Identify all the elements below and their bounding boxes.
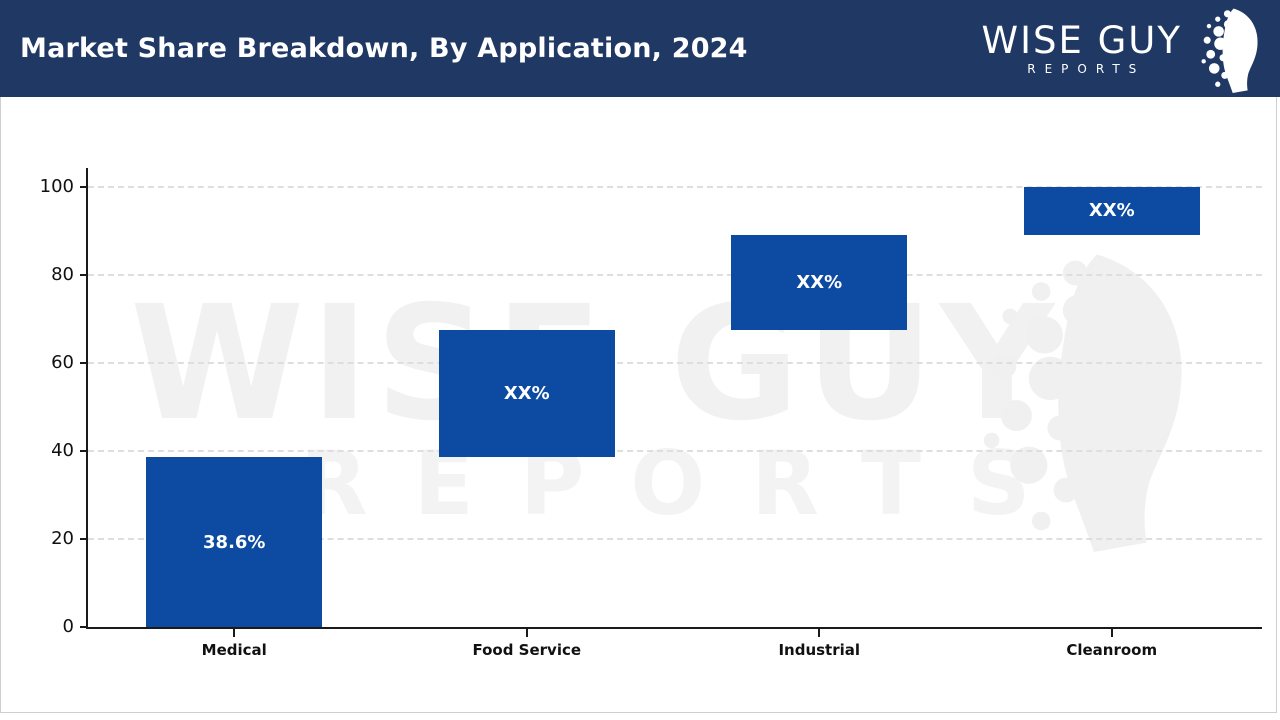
x-tick-mark-cleanroom <box>1110 629 1113 637</box>
bar-value-label: XX% <box>796 271 843 293</box>
watermark-head-icon <box>983 254 1182 552</box>
y-tick-label-0: 0 <box>62 616 74 637</box>
gridline-40 <box>88 450 1262 452</box>
y-tick-mark-60 <box>80 362 88 364</box>
watermark-reports-text: REPORTS <box>300 432 1077 535</box>
bar-medical: 38.6% <box>146 457 323 627</box>
x-tick-mark-industrial <box>818 629 821 637</box>
logo-head-icon <box>1201 8 1258 93</box>
report-header: Market Share Breakdown, By Application, … <box>0 0 1280 97</box>
y-axis-line <box>86 168 88 629</box>
wiseguy-logo: WISE GUY REPORTS <box>982 5 1264 93</box>
gridline-80 <box>88 274 1262 276</box>
x-label-food-service: Food Service <box>472 641 582 659</box>
page-title: Market Share Breakdown, By Application, … <box>20 33 748 64</box>
logo-reports-text: REPORTS <box>1027 61 1146 76</box>
y-tick-label-40: 40 <box>51 440 74 461</box>
y-tick-mark-0 <box>80 626 88 628</box>
gridline-20 <box>88 538 1262 540</box>
y-tick-mark-100 <box>80 186 88 188</box>
bar-value-label: XX% <box>503 383 550 405</box>
bar-food-service: XX% <box>438 330 615 458</box>
y-tick-label-100: 100 <box>39 176 74 197</box>
y-tick-mark-20 <box>80 538 88 540</box>
y-tick-label-20: 20 <box>51 528 74 549</box>
y-tick-mark-80 <box>80 274 88 276</box>
logo-wiseguy-text: WISE GUY <box>981 18 1182 62</box>
gridline-60 <box>88 362 1262 364</box>
x-label-cleanroom: Cleanroom <box>1066 641 1158 659</box>
logo-wordmark: WISE GUY REPORTS <box>982 22 1182 76</box>
gridline-100 <box>88 186 1262 188</box>
bar-value-label: XX% <box>1088 200 1135 222</box>
y-tick-mark-40 <box>80 450 88 452</box>
x-tick-mark-medical <box>233 629 236 637</box>
x-label-medical: Medical <box>201 641 267 659</box>
x-axis-line <box>86 627 1262 629</box>
x-label-industrial: Industrial <box>778 641 861 659</box>
y-tick-label-60: 60 <box>51 352 74 373</box>
bar-cleanroom: XX% <box>1023 187 1200 235</box>
bar-value-label: 38.6% <box>203 531 266 553</box>
x-tick-mark-food-service <box>525 629 528 637</box>
y-tick-label-80: 80 <box>51 264 74 285</box>
bar-industrial: XX% <box>731 234 908 330</box>
